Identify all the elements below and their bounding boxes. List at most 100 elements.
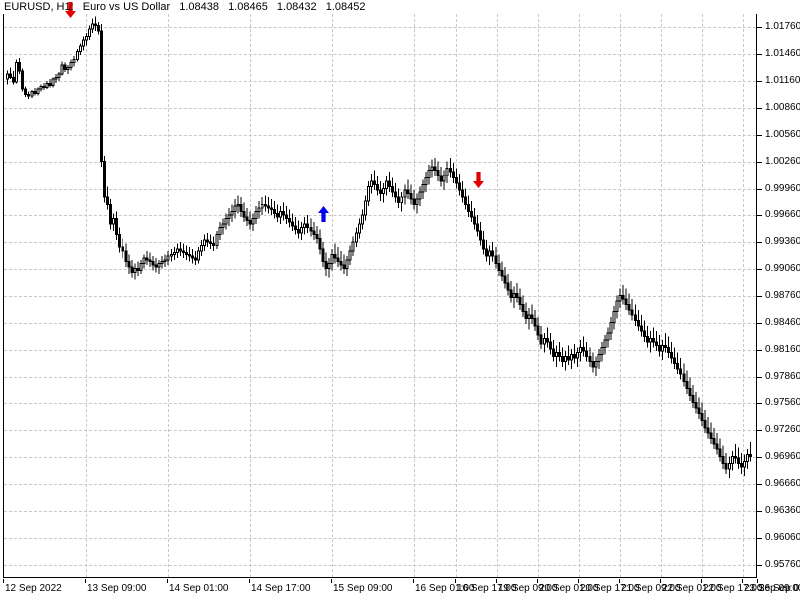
- candle-body-bullish: [87, 28, 91, 37]
- candle-body-bearish: [533, 318, 537, 327]
- candle-body-bearish: [245, 216, 249, 221]
- price-axis-label: 0.97560: [765, 397, 800, 409]
- price-axis-label: 1.01760: [765, 21, 800, 33]
- candle-body-bullish: [72, 59, 76, 63]
- candle-body-bearish: [124, 250, 128, 263]
- candle-body-bearish: [285, 214, 289, 220]
- price-axis-label: 0.98460: [765, 316, 800, 328]
- candle-body-bullish: [360, 214, 364, 225]
- candle-body-bearish: [715, 443, 719, 450]
- chart-plot-area[interactable]: [3, 14, 757, 578]
- price-axis-label: 0.96060: [765, 531, 800, 543]
- price-axis-label: 0.95760: [765, 558, 800, 570]
- candle-body-bullish: [442, 175, 446, 182]
- candle-body-bullish: [418, 191, 422, 200]
- time-axis-label: 20 Sep 17:00: [580, 583, 640, 594]
- time-axis[interactable]: 12 Sep 2022 13 Sep 09:00 14 Sep 01:00 14 Se…: [0, 579, 800, 600]
- time-tick: [413, 579, 414, 583]
- candle-body-bearish: [591, 361, 595, 368]
- candle-body-bearish: [127, 261, 131, 268]
- time-axis-label: 20 Sep 01:00: [539, 583, 599, 594]
- ohlc-high: 1.08465: [228, 1, 268, 13]
- candle-body-bullish: [348, 250, 352, 261]
- candle-body-bearish: [439, 175, 443, 182]
- price-tick: [757, 430, 762, 432]
- price-tick: [757, 403, 762, 405]
- candle-body-bullish: [60, 64, 64, 75]
- price-tick: [757, 564, 762, 566]
- candle-body-bullish: [415, 198, 419, 205]
- candle-body-bearish: [372, 180, 376, 186]
- candle-body-bullish: [175, 248, 179, 254]
- price-axis-label: 0.97860: [765, 370, 800, 382]
- price-tick: [757, 54, 762, 56]
- price-tick: [757, 376, 762, 378]
- gridline-horizontal: [4, 296, 756, 297]
- candle-body-bearish: [248, 219, 252, 225]
- candle-body-bearish: [121, 246, 125, 252]
- candle-body-bearish: [515, 293, 519, 298]
- candle-body-bearish: [242, 210, 246, 218]
- price-tick: [757, 322, 762, 324]
- time-axis-label: 14 Sep 17:00: [251, 583, 311, 594]
- candle-body-bearish: [673, 357, 677, 364]
- candle-body-bearish: [548, 341, 552, 350]
- price-tick: [757, 161, 762, 163]
- candle-body-bullish: [172, 252, 176, 255]
- gridline-horizontal: [4, 484, 756, 485]
- candle-body-bullish: [45, 83, 49, 88]
- gridline-horizontal: [4, 242, 756, 244]
- candle-body-bullish: [427, 169, 431, 179]
- candle-body-bearish: [115, 218, 119, 236]
- gridline-vertical: [86, 14, 87, 577]
- candle-body-bearish: [694, 402, 698, 409]
- candle-body-bullish: [169, 253, 173, 257]
- candle-body-bullish: [648, 337, 652, 343]
- gridline-horizontal: [4, 457, 756, 459]
- candle-body-bearish: [624, 298, 628, 305]
- candle-body-bearish: [642, 330, 646, 338]
- gridline-horizontal: [4, 188, 756, 190]
- candle-body-bullish: [303, 223, 307, 229]
- candle-body-bearish: [288, 218, 292, 223]
- gridline-horizontal: [4, 376, 756, 378]
- candle-body-bearish: [518, 296, 522, 305]
- candle-body-bearish: [397, 196, 401, 204]
- gridline-horizontal: [4, 54, 756, 56]
- candle-body-bullish: [730, 455, 734, 465]
- candle-body-bearish: [497, 262, 501, 271]
- price-axis-label: 1.00560: [765, 128, 800, 140]
- price-axis-label: 0.99660: [765, 209, 800, 221]
- candle-body-bullish: [542, 337, 546, 345]
- candle-body-bearish: [682, 373, 686, 382]
- gridline-horizontal: [4, 108, 756, 109]
- gridline-vertical: [743, 14, 744, 577]
- time-axis-label: 16 Sep 01:00: [415, 583, 475, 594]
- candle-body-bearish: [691, 395, 695, 404]
- candle-body-bullish: [576, 352, 580, 359]
- price-axis[interactable]: 1.01760 1.01460 1.01160 1.00860 1.00560 1.002…: [757, 14, 800, 579]
- candle-body-bearish: [633, 314, 637, 322]
- time-axis-label: 21 Sep 09:00: [621, 583, 681, 594]
- candle-body-bearish: [33, 91, 37, 95]
- candle-body-bearish: [551, 348, 555, 357]
- candle-body-bullish: [327, 262, 331, 270]
- candle-body-bearish: [281, 210, 285, 216]
- time-tick: [742, 579, 743, 583]
- candle-body-bearish: [100, 30, 104, 162]
- gridline-horizontal: [4, 349, 756, 351]
- candle-body-bearish: [709, 432, 713, 439]
- price-tick: [757, 215, 762, 217]
- candle-body-bearish: [148, 259, 152, 263]
- candle-body-bearish: [703, 420, 707, 429]
- price-tick: [757, 457, 762, 459]
- candle-body-bearish: [24, 88, 28, 95]
- candle-body-bullish: [215, 234, 219, 246]
- candle-body-bullish: [84, 35, 88, 41]
- candle-body-bearish: [333, 253, 337, 259]
- candle-body-bearish: [503, 275, 507, 284]
- candle-body-bearish: [636, 320, 640, 327]
- candle-body-bullish: [363, 200, 367, 216]
- sell-arrow-top-icon: [64, 2, 77, 23]
